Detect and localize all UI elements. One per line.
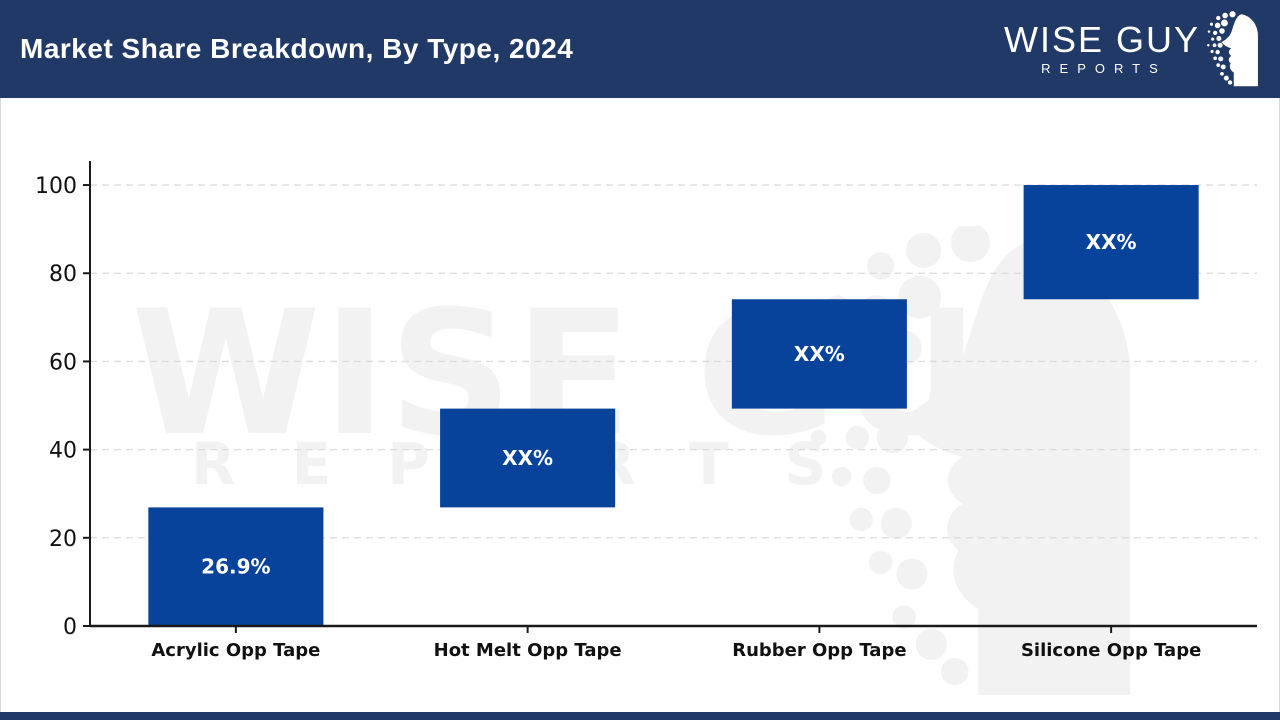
y-tick-label: 80 [49, 262, 77, 287]
brand-name: WISE GUY [1003, 19, 1200, 60]
x-axis-label: Rubber Opp Tape [732, 640, 906, 661]
y-tick-label: 40 [49, 439, 77, 464]
bar-chart: 26.9% Acrylic Opp Tape XX% Hot Melt Opp Tap… [35, 161, 1257, 661]
y-tick-label: 20 [49, 527, 77, 552]
bar-value-label: 26.9% [201, 555, 270, 579]
brand-subtitle: REPORTS [1041, 61, 1167, 76]
y-tick-label: 0 [63, 615, 77, 640]
brand-text: WISE GUY REPORTS [1003, 19, 1200, 77]
brand-logo: WISE GUY REPORTS [1004, 0, 1266, 98]
bar-value-label: XX% [794, 342, 845, 366]
brand-head-icon [1207, 11, 1258, 87]
bar-acrylic-opp-tape [148, 507, 324, 626]
bar-value-label: XX% [1086, 230, 1137, 254]
y-tick-label: 60 [49, 350, 77, 375]
header-bar: Market Share Breakdown, By Type, 2024 WI… [0, 0, 1280, 98]
x-axis-label: Acrylic Opp Tape [151, 640, 320, 661]
footer-bar [0, 712, 1280, 720]
chart-area: WISE GUY REPORTS 26.9%Acrylic Opp TapeXX… [0, 98, 1280, 712]
page-title: Market Share Breakdown, By Type, 2024 [20, 33, 574, 64]
y-tick-label: 100 [35, 174, 77, 199]
bar-value-label: XX% [502, 446, 553, 470]
x-axis-label: Silicone Opp Tape [1021, 640, 1201, 661]
bar-hot-melt-opp-tape [440, 408, 616, 508]
x-axis-label: Hot Melt Opp Tape [434, 640, 622, 661]
